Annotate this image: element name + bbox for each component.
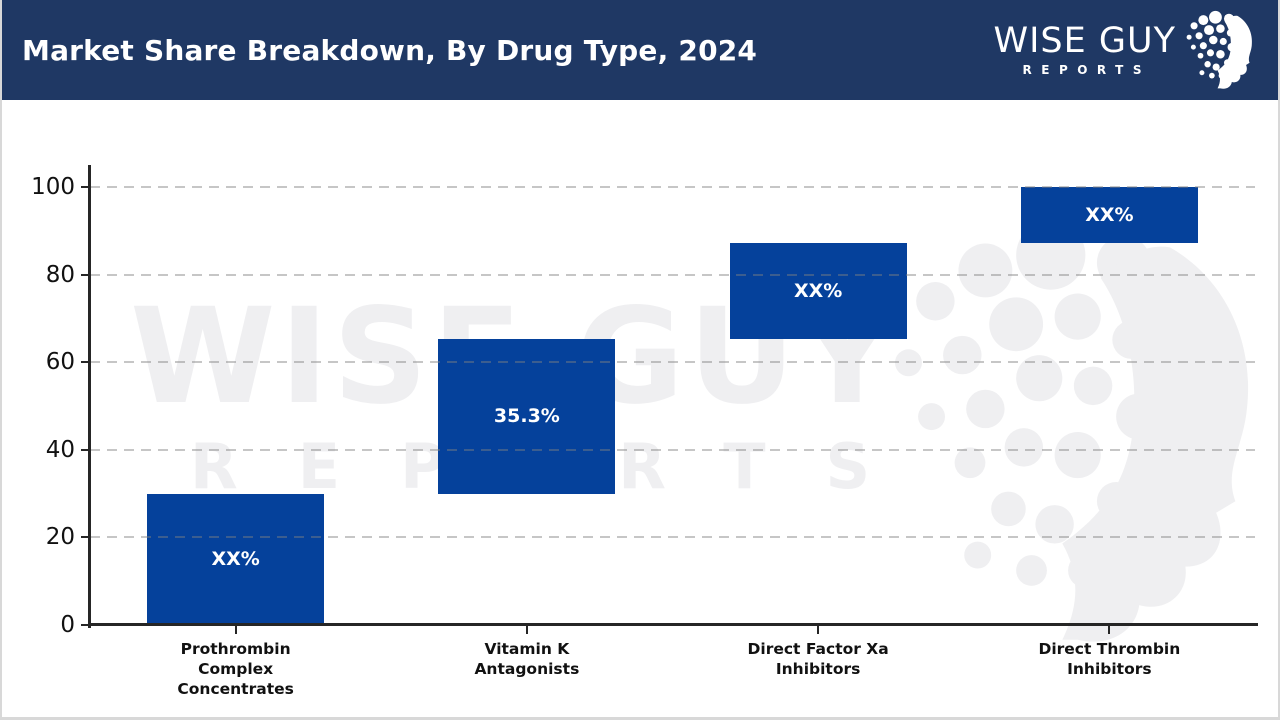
gridline-60 — [90, 361, 1255, 364]
bar-4: XX% — [1020, 187, 1198, 243]
y-tick-mark-0 — [81, 624, 89, 626]
bar-value-label: XX% — [211, 548, 260, 571]
y-tick-mark-100 — [81, 186, 89, 188]
y-tick-label-80: 80 — [45, 261, 75, 288]
wiseguy-head-icon — [1186, 10, 1252, 89]
brand-subtitle: REPORTS — [1022, 62, 1151, 77]
bar-1: XX% — [147, 493, 325, 625]
x-tick-mark-4 — [1108, 626, 1111, 634]
y-axis-line — [88, 165, 91, 628]
x-tick-mark-3 — [817, 626, 820, 634]
y-tick-mark-80 — [81, 273, 89, 276]
wiseguy-logo: WISE GUY REPORTS — [993, 9, 1256, 91]
y-tick-label-60: 60 — [45, 349, 75, 376]
gridline-100 — [90, 186, 1255, 188]
y-tick-mark-20 — [81, 536, 89, 539]
y-tick-label-40: 40 — [45, 436, 75, 463]
x-tick-mark-1 — [234, 626, 237, 634]
brand-name: WISE GUY — [993, 20, 1176, 61]
x-tick-mark-2 — [525, 626, 528, 634]
gridline-20 — [90, 536, 1255, 539]
watermark-head-icon — [895, 220, 1249, 642]
x-category-label: Direct Thrombin Inhibitors — [1038, 640, 1181, 678]
bar-3: XX% — [729, 242, 907, 339]
x-axis-line — [88, 623, 1258, 626]
bar-value-label: XX% — [793, 279, 843, 302]
x-category-label: Direct Factor Xa Inhibitors — [747, 640, 889, 678]
bar-value-label: 35.3% — [493, 405, 560, 428]
header-bar: Market Share Breakdown, By Drug Type, 20… — [2, 0, 1278, 100]
chart-title: Market Share Breakdown, By Drug Type, 20… — [22, 33, 758, 67]
plot-area: WISE GUY REPORTS XX%35.3%XX%XX% 02040608… — [2, 100, 1278, 717]
x-category-label: Vitamin K Antagonists — [474, 640, 580, 678]
bar-value-label: XX% — [1085, 203, 1134, 226]
y-tick-label-100: 100 — [31, 174, 75, 200]
y-tick-mark-60 — [81, 361, 89, 364]
wiseguy-logo-text: WISE GUY REPORTS — [993, 20, 1176, 77]
gridline-80 — [90, 273, 1255, 276]
y-tick-label-0: 0 — [60, 612, 75, 638]
bar-2: 35.3% — [438, 338, 616, 494]
y-tick-label-20: 20 — [45, 524, 75, 551]
y-tick-mark-40 — [81, 448, 89, 451]
gridline-40 — [90, 448, 1255, 451]
x-category-label: Prothrombin Complex Concentrates — [177, 640, 294, 698]
